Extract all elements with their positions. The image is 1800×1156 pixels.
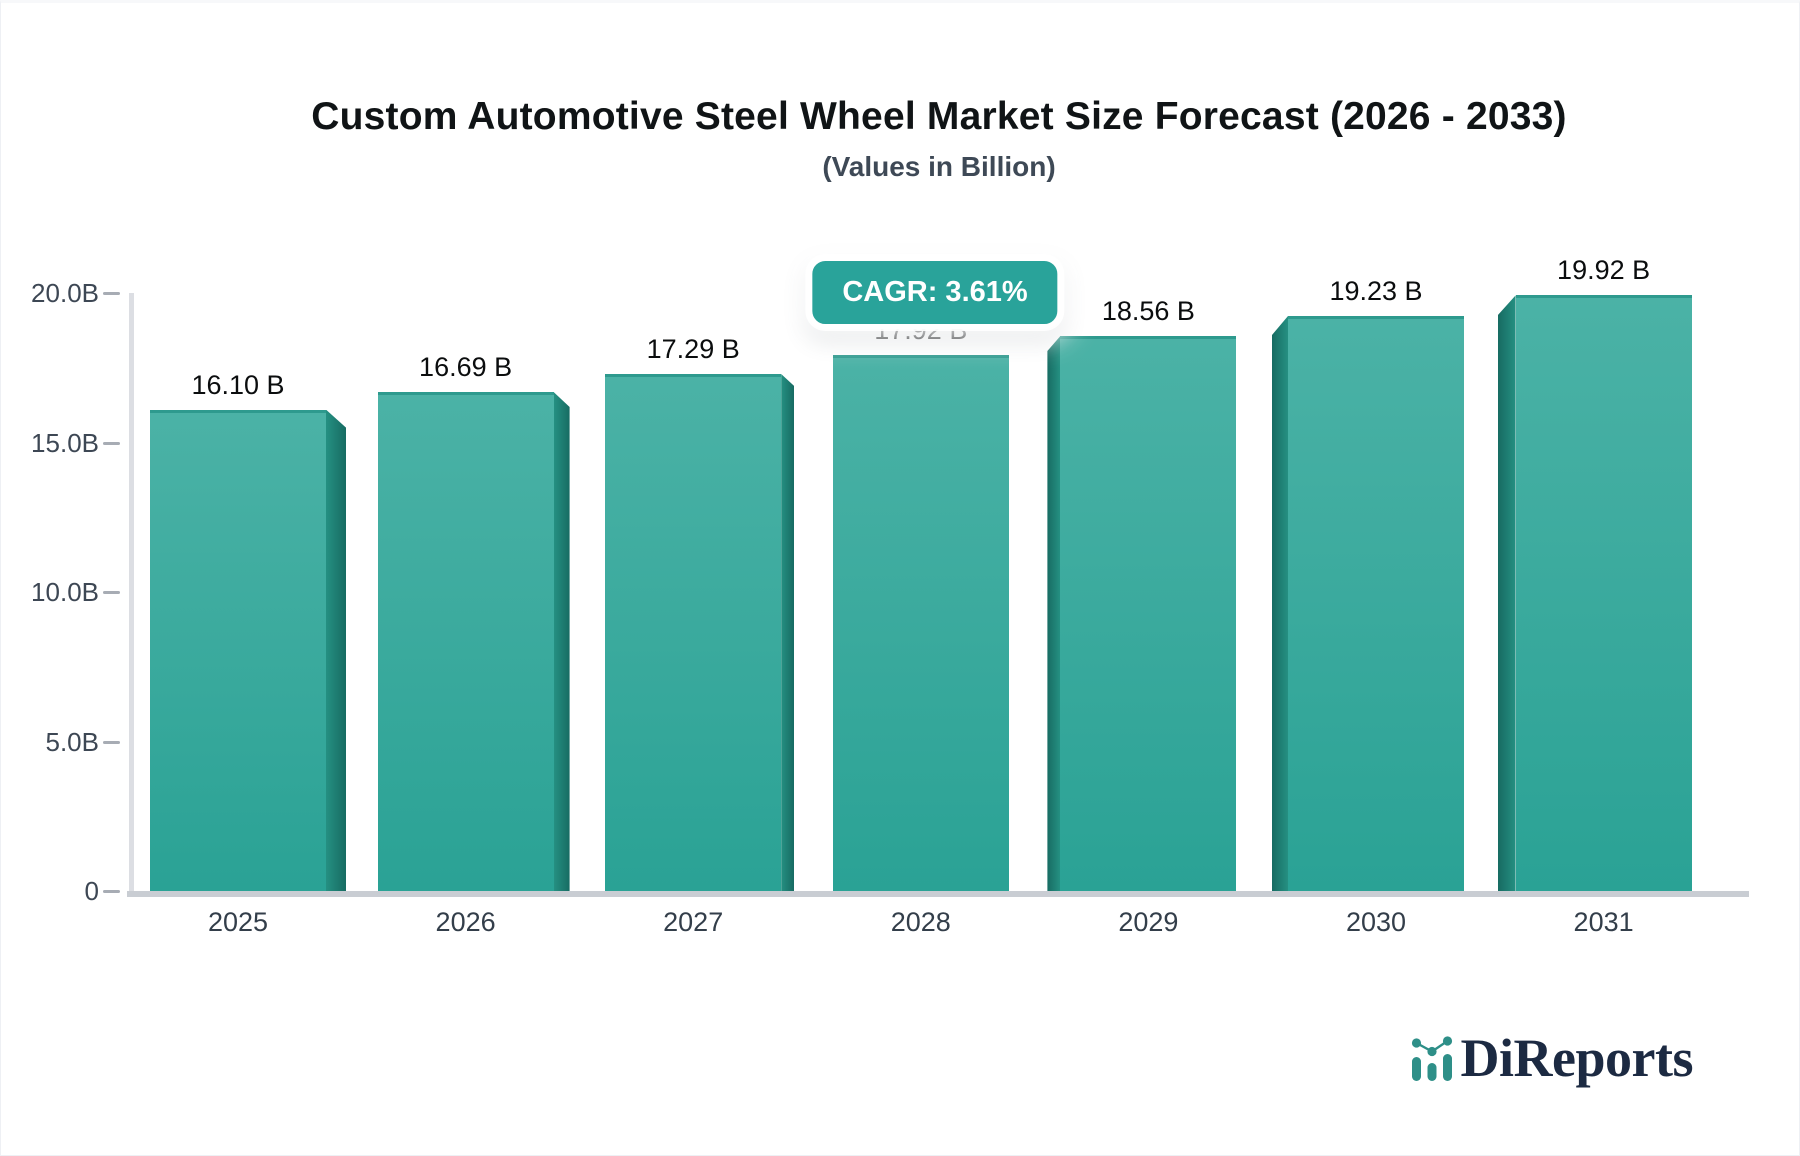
x-axis-line [127,891,1749,897]
bar-2026 [377,391,554,891]
x-tick-label-2026: 2026 [435,907,496,937]
bar-2025 [150,409,326,891]
bar-side-face-2027 [781,374,795,891]
y-tick-label: 15.0B [31,427,99,458]
bar-value-label-2026: 16.69 B [419,351,513,382]
chart-title: Custom Automotive Steel Wheel Market Siz… [311,95,1567,138]
y-tick-label: 20.0B [31,278,99,308]
bar-2031 [1515,295,1692,891]
bar-2028 [832,355,1009,891]
y-tick-label: 0 [84,876,99,906]
x-tick-label-2025: 2025 [207,907,269,937]
brand-name: DiReports [1460,1028,1694,1088]
x-tick-label-2031: 2031 [1573,907,1634,937]
bar-value-label-2031: 19.92 B [1557,255,1651,286]
x-tick-label-2027: 2027 [663,907,724,937]
y-axis-line [129,293,134,894]
x-tick-label-2029: 2029 [1118,907,1179,937]
cagr-badge: CAGR: 3.61% [807,256,1063,329]
bar-2029 [1060,336,1237,891]
y-tick-dash [103,890,120,893]
bar-side-face-2029 [1047,336,1061,891]
y-tick-dash [103,591,120,594]
x-tick-label-2028: 2028 [890,907,951,937]
bar-value-label-2029: 18.56 B [1101,296,1195,327]
y-tick-label: 10.0B [31,577,99,607]
bar-side-face-2030 [1272,316,1288,891]
bar-side-face-2031 [1497,295,1516,891]
x-tick-label-2030: 2030 [1345,907,1407,937]
bar-value-label-2025: 16.10 B [191,369,285,400]
bar-value-label-2030: 19.23 B [1329,276,1423,307]
bar-side-face-2025 [326,409,346,891]
brand-logo: DiReports [1411,1028,1694,1088]
y-tick-dash [103,740,120,744]
plot-area: 20.0B 15.0B 10.0B 5.0B 0 16.10 B 2025 16.69 B 20… [31,255,1749,937]
y-tick-label: 5.0B [45,726,100,757]
mini-bar-chart-logo-icon [1411,1036,1452,1081]
bar-side-face-2026 [553,391,570,891]
bar-2030 [1288,316,1464,891]
bar-value-label-2027: 17.29 B [646,334,740,365]
y-tick-dash [103,292,120,295]
bar-2027 [605,374,782,891]
chart-subtitle: (Values in Billion) [822,151,1056,182]
y-tick-dash [103,441,120,445]
